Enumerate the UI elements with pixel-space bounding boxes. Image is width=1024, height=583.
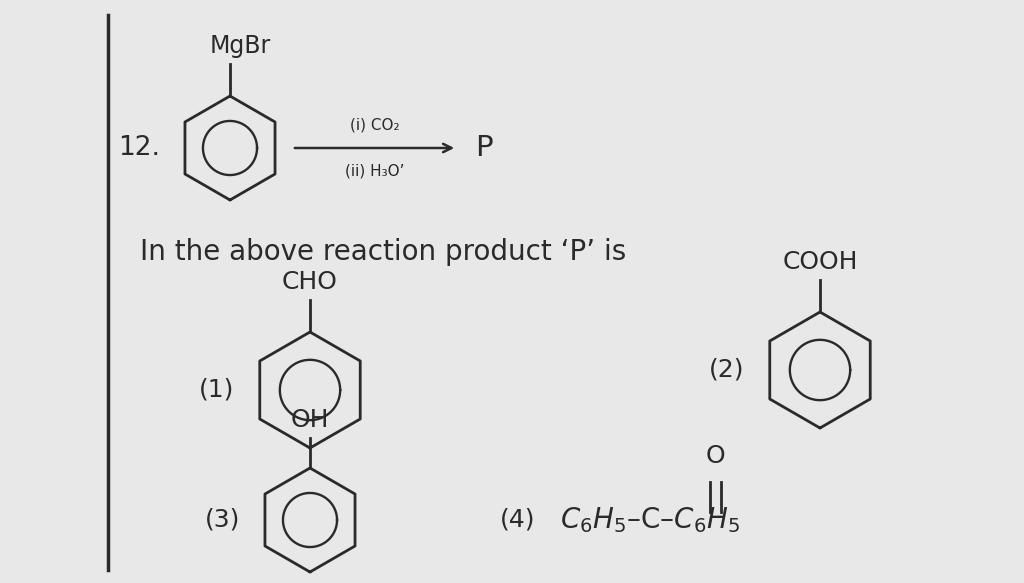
Text: P: P [475,134,493,162]
Text: 12.: 12. [118,135,160,161]
Text: In the above reaction product ‘P’ is: In the above reaction product ‘P’ is [140,238,627,266]
Text: OH: OH [291,408,330,432]
Text: $C_6H_5$–C–$C_6H_5$: $C_6H_5$–C–$C_6H_5$ [560,505,739,535]
Text: (3): (3) [205,508,240,532]
Text: MgBr: MgBr [209,34,270,58]
Text: (2): (2) [709,358,744,382]
Text: COOH: COOH [782,250,858,274]
Text: CHO: CHO [282,270,338,294]
Text: (4): (4) [500,508,536,532]
Text: (ii) H₃O’: (ii) H₃O’ [345,164,404,179]
Text: (1): (1) [199,378,234,402]
Text: O: O [706,444,725,468]
Text: (i) CO₂: (i) CO₂ [349,117,399,132]
